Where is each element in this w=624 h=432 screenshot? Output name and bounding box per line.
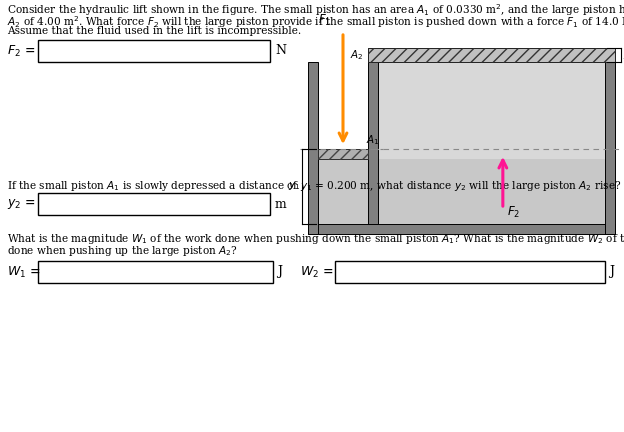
Text: Assume that the fluid used in the lift is incompressible.: Assume that the fluid used in the lift i… [7, 26, 301, 36]
Bar [318, 159, 605, 224]
Text: $W_2$ =: $W_2$ = [300, 264, 334, 280]
Bar [368, 62, 378, 224]
Text: If the small piston $A_1$ is slowly depressed a distance of $y_1$ = 0.200 m, wha: If the small piston $A_1$ is slowly depr… [7, 179, 622, 193]
Bar [605, 62, 615, 234]
Bar [38, 193, 270, 215]
Text: m: m [275, 197, 287, 210]
Bar [38, 261, 273, 283]
Bar [368, 48, 615, 62]
Text: $W_1$ =: $W_1$ = [7, 264, 41, 280]
Text: J: J [609, 266, 614, 279]
Text: done when pushing up the large piston $A_2$?: done when pushing up the large piston $A… [7, 244, 238, 258]
Bar [308, 224, 615, 234]
Text: $y_2$: $y_2$ [623, 49, 624, 61]
Text: $F_2$: $F_2$ [507, 205, 520, 220]
Text: Consider the hydraulic lift shown in the figure. The small piston has an area $A: Consider the hydraulic lift shown in the… [7, 2, 624, 18]
Bar [368, 48, 615, 62]
Text: $y_1$: $y_1$ [288, 181, 300, 193]
Text: N: N [275, 44, 286, 57]
Text: $y_2$ =: $y_2$ = [7, 197, 36, 211]
Bar [308, 62, 318, 234]
Bar [318, 149, 368, 159]
Text: $A_2$: $A_2$ [349, 48, 363, 62]
Bar [38, 40, 270, 62]
Bar [378, 62, 605, 159]
Text: $F_2$ =: $F_2$ = [7, 44, 36, 59]
Bar [318, 149, 368, 159]
Text: J: J [277, 266, 282, 279]
Text: $A_2$ of 4.00 m$^2$. What force $F_2$ will the large piston provide if the small: $A_2$ of 4.00 m$^2$. What force $F_2$ wi… [7, 14, 624, 30]
Text: What is the magnitude $W_1$ of the work done when pushing down the small piston : What is the magnitude $W_1$ of the work … [7, 232, 624, 246]
Bar [335, 261, 605, 283]
Bar [318, 62, 368, 149]
Text: $F_1$: $F_1$ [318, 13, 331, 28]
Text: $A_1$: $A_1$ [366, 133, 379, 147]
